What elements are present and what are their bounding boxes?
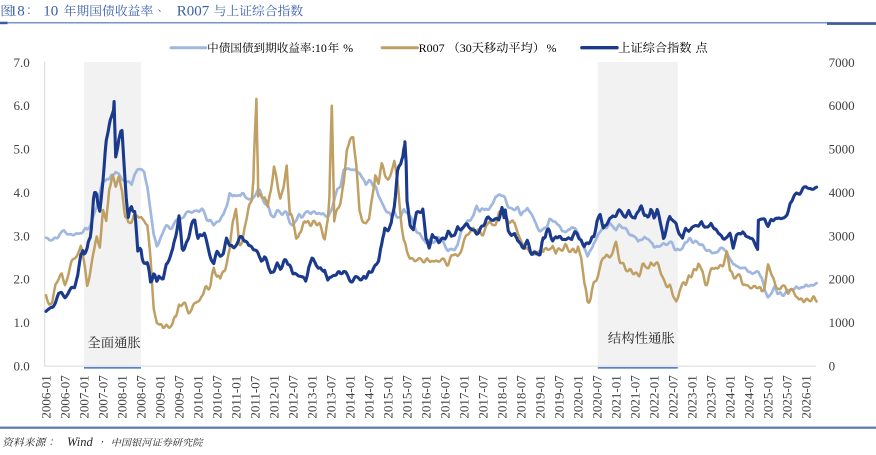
svg-text:6.0: 6.0 bbox=[14, 98, 30, 113]
svg-text:2007-01: 2007-01 bbox=[77, 375, 92, 418]
svg-text:2010-07: 2010-07 bbox=[210, 375, 225, 419]
svg-text:2012-07: 2012-07 bbox=[286, 375, 301, 419]
svg-text:2014-07: 2014-07 bbox=[362, 375, 377, 419]
svg-text:2000: 2000 bbox=[829, 272, 855, 287]
svg-text:2024-07: 2024-07 bbox=[742, 375, 757, 419]
svg-text:3000: 3000 bbox=[829, 228, 855, 243]
svg-text:R007: R007 bbox=[419, 41, 445, 55]
svg-text:2009-07: 2009-07 bbox=[172, 375, 187, 419]
svg-text:4000: 4000 bbox=[829, 185, 855, 200]
svg-text:2019-01: 2019-01 bbox=[533, 375, 548, 418]
svg-text:2017-01: 2017-01 bbox=[457, 375, 472, 418]
svg-text:2025-07: 2025-07 bbox=[780, 375, 795, 419]
svg-text:5.0: 5.0 bbox=[14, 142, 30, 157]
svg-text:2024-01: 2024-01 bbox=[723, 375, 738, 418]
svg-text:0.0: 0.0 bbox=[14, 358, 30, 373]
svg-text:2025-01: 2025-01 bbox=[761, 375, 776, 418]
svg-text:2021-07: 2021-07 bbox=[628, 375, 643, 419]
svg-text:%: % bbox=[343, 41, 353, 55]
svg-text:4.0: 4.0 bbox=[14, 185, 30, 200]
svg-text:%: % bbox=[547, 41, 557, 55]
svg-text:2014-01: 2014-01 bbox=[343, 375, 358, 418]
svg-text:10: 10 bbox=[43, 3, 58, 19]
svg-text:2011-07: 2011-07 bbox=[248, 375, 263, 418]
svg-text:3.0: 3.0 bbox=[14, 228, 30, 243]
svg-text:2020-01: 2020-01 bbox=[571, 375, 586, 418]
svg-text:2026-01: 2026-01 bbox=[799, 375, 814, 418]
svg-text:2012-01: 2012-01 bbox=[267, 375, 282, 418]
svg-text:18: 18 bbox=[10, 3, 25, 19]
svg-text:2023-01: 2023-01 bbox=[685, 375, 700, 418]
svg-text:2009-01: 2009-01 bbox=[153, 375, 168, 418]
svg-text:0: 0 bbox=[829, 358, 836, 373]
svg-text:Wind: Wind bbox=[67, 435, 93, 449]
svg-text:2019-07: 2019-07 bbox=[552, 375, 567, 419]
svg-text:2013-07: 2013-07 bbox=[324, 375, 339, 419]
svg-text:2013-01: 2013-01 bbox=[305, 375, 320, 418]
svg-text:2015-01: 2015-01 bbox=[381, 375, 396, 418]
svg-text:2022-07: 2022-07 bbox=[666, 375, 681, 419]
svg-text:6000: 6000 bbox=[829, 98, 855, 113]
svg-text:1.0: 1.0 bbox=[14, 315, 30, 330]
svg-text:2016-01: 2016-01 bbox=[419, 375, 434, 418]
svg-text:1000: 1000 bbox=[829, 315, 855, 330]
svg-text:30: 30 bbox=[460, 41, 472, 55]
svg-text:2007-07: 2007-07 bbox=[96, 375, 111, 419]
svg-text:2018-01: 2018-01 bbox=[495, 375, 510, 418]
svg-text:R007: R007 bbox=[177, 3, 210, 19]
svg-text:2022-01: 2022-01 bbox=[647, 375, 662, 418]
svg-text:2018-07: 2018-07 bbox=[514, 375, 529, 419]
svg-text:2.0: 2.0 bbox=[14, 272, 30, 287]
svg-text:7.0: 7.0 bbox=[14, 55, 30, 70]
svg-text:2006-01: 2006-01 bbox=[39, 375, 54, 418]
svg-text:5000: 5000 bbox=[829, 142, 855, 157]
svg-text:2011-01: 2011-01 bbox=[229, 376, 244, 419]
svg-text:2006-07: 2006-07 bbox=[58, 375, 73, 419]
svg-text:2008-07: 2008-07 bbox=[134, 375, 149, 419]
svg-text:2008-01: 2008-01 bbox=[115, 375, 130, 418]
svg-text:2015-07: 2015-07 bbox=[400, 375, 415, 419]
svg-text:2010-01: 2010-01 bbox=[191, 375, 206, 418]
svg-text:2023-07: 2023-07 bbox=[704, 375, 719, 419]
svg-text:2016-07: 2016-07 bbox=[438, 375, 453, 419]
svg-text:2021-01: 2021-01 bbox=[609, 375, 624, 418]
svg-text:2017-07: 2017-07 bbox=[476, 375, 491, 419]
svg-text:7000: 7000 bbox=[829, 55, 855, 70]
svg-text:2020-07: 2020-07 bbox=[590, 375, 605, 419]
svg-text::10: :10 bbox=[312, 41, 327, 55]
